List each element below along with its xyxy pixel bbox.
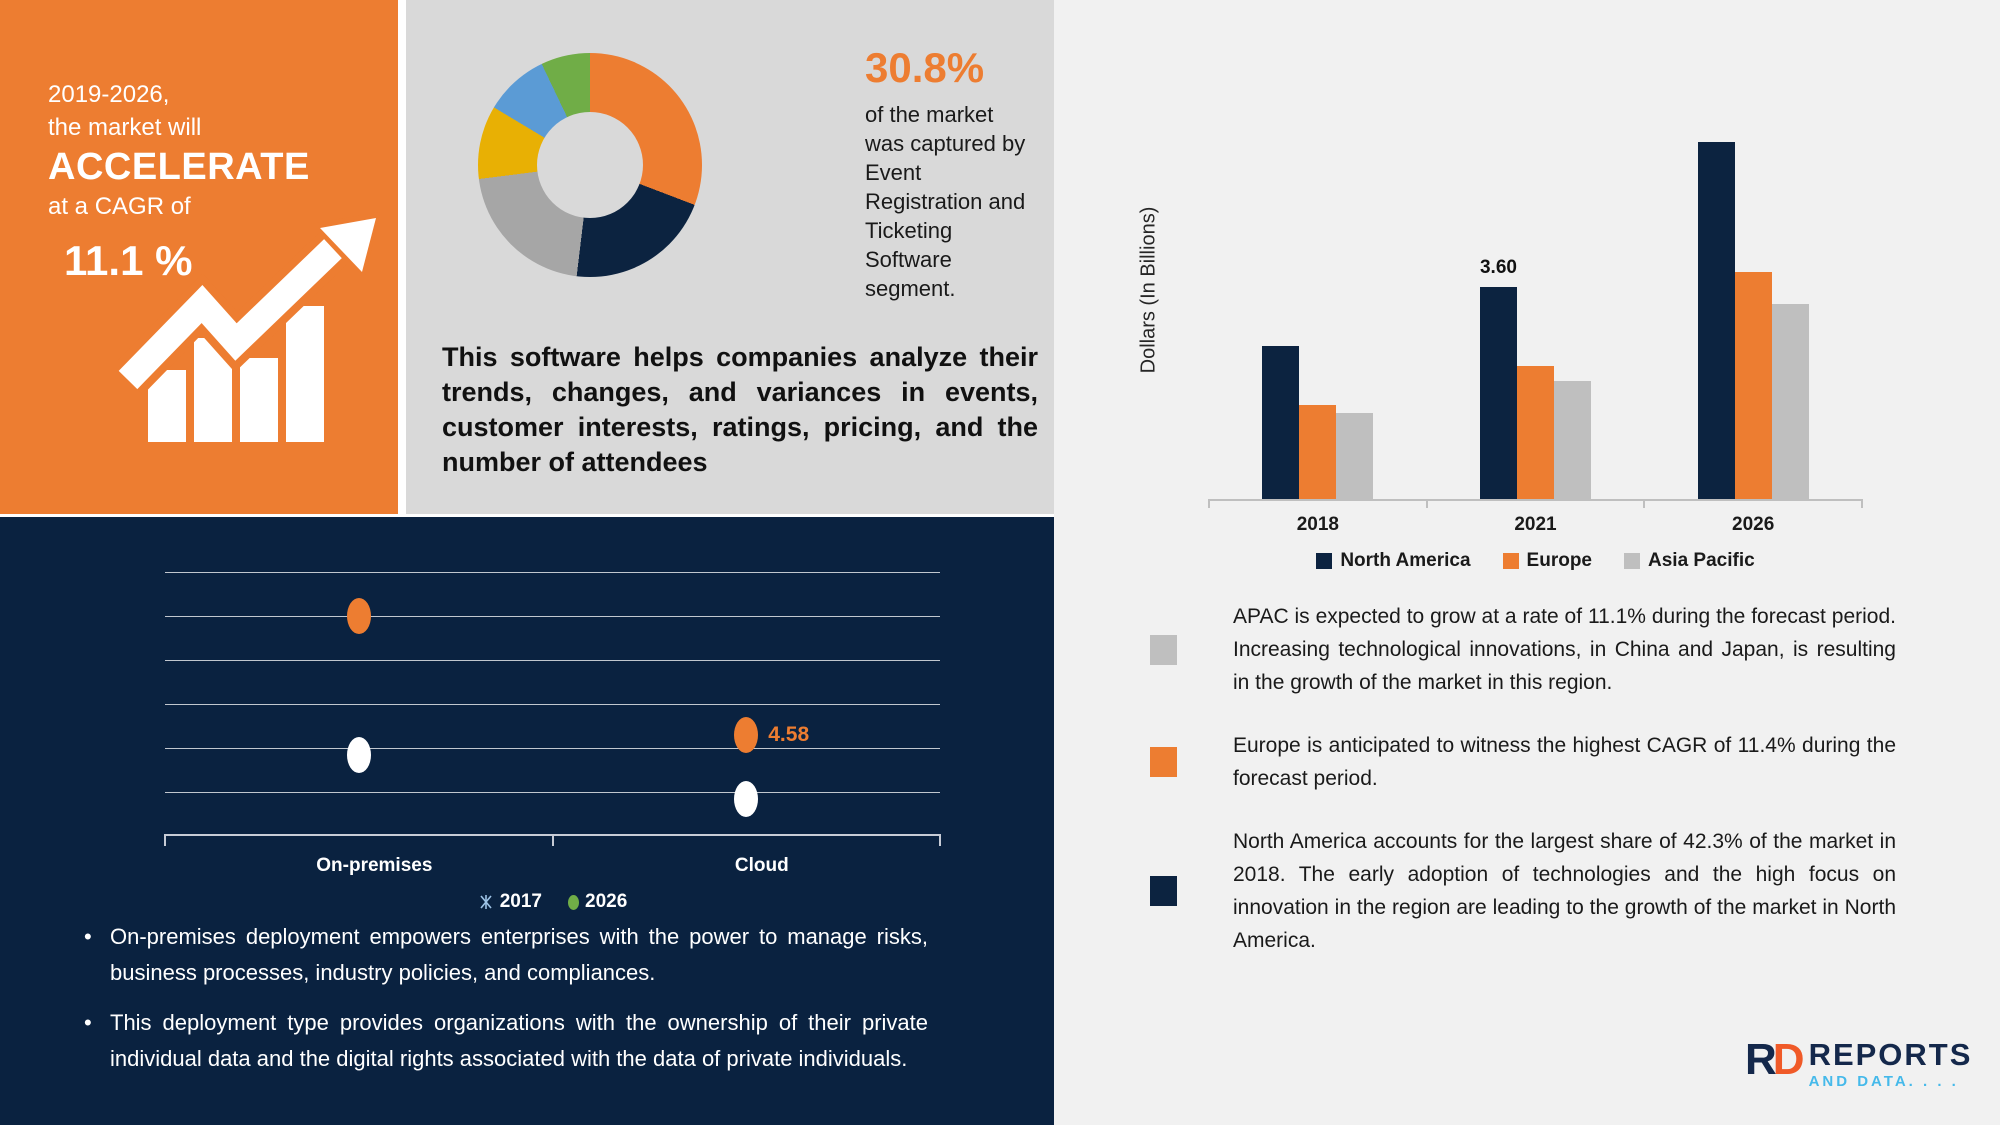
- bar-legend-item-Europe: Europe: [1502, 550, 1592, 572]
- donut-hole: [537, 112, 643, 218]
- bar-group-2026: [1697, 110, 1809, 499]
- cagr-value: 11.1 %: [64, 237, 193, 284]
- dot-On-premises-2017: [346, 736, 371, 773]
- dot-plot-category-labels: On-premises Cloud: [165, 855, 940, 877]
- dot-plot-gridline: [165, 616, 940, 617]
- dot-legend-label: 2017: [499, 891, 542, 912]
- bar-2018-Asia Pacific: [1336, 413, 1374, 499]
- bar-2026-North America: [1697, 142, 1735, 499]
- software-statement: This software helps companies analyze th…: [442, 342, 1038, 477]
- legend-swatch: [1316, 553, 1333, 569]
- insight-text: North America accounts for the largest s…: [1233, 830, 1896, 952]
- bar-legend-item-North America: North America: [1316, 550, 1471, 572]
- reports-and-data-logo: RD REPORTS AND DATA. . . .: [1745, 1037, 1973, 1091]
- deployment-box: 4.58 On-premises Cloud 2017 2026 On-premis…: [0, 517, 1054, 1125]
- deployment-bullets: On-premises deployment empowers enterpri…: [84, 919, 928, 1091]
- bar-legend-item-Asia Pacific: Asia Pacific: [1624, 550, 1755, 572]
- dot-plot-gridline: [165, 748, 940, 749]
- insight-color-square: [1150, 634, 1177, 665]
- deployment-bullet-1: On-premises deployment empowers enterpri…: [84, 919, 928, 991]
- dot-Cloud-2026: 4.58: [734, 717, 809, 754]
- cagr-promo-text: 2019-2026, the market will ACCELERATE at…: [48, 78, 310, 285]
- bar-2021-Asia Pacific: [1553, 381, 1591, 499]
- bar-axis-tick: [1643, 499, 1646, 508]
- promo-cagr-label: at a CAGR of: [48, 193, 191, 220]
- insight-row-2: Europe is anticipated to witness the hig…: [1150, 729, 1902, 795]
- dot-value-label: 4.58: [768, 723, 810, 747]
- dot-legend-item-2017: 2017: [478, 891, 542, 913]
- legend-swatch: [1624, 553, 1640, 569]
- regional-panel: Dollars (In Billions) 3.60 2018 2021 2026 …: [1054, 0, 2000, 1125]
- logo-mark-d: D: [1772, 1035, 1805, 1084]
- deployment-bullet-2: This deployment type provides organizati…: [84, 1005, 928, 1077]
- logo-text: REPORTS AND DATA. . . .: [1808, 1037, 1973, 1090]
- logo-title: REPORTS: [1808, 1037, 1973, 1072]
- bar-value-label: 3.60: [1479, 257, 1517, 278]
- logo-mark-icon: RD: [1745, 1038, 1805, 1082]
- logo-subtitle: AND DATA. . . .: [1808, 1073, 1959, 1090]
- insight-text: Europe is anticipated to witness the hig…: [1233, 734, 1896, 790]
- bar-axis-tick: [1861, 499, 1863, 508]
- bar-group-2018: [1262, 110, 1374, 499]
- dot-plot-axis-tick: [551, 834, 554, 846]
- legend-label: Europe: [1526, 550, 1592, 571]
- bar-2018-North America: [1262, 346, 1300, 499]
- dot-plot-category-Cloud: Cloud: [734, 855, 789, 876]
- dot-plot-legend: 2017 2026: [165, 891, 940, 913]
- legend-label: North America: [1340, 550, 1471, 571]
- bar-chart-ylabel: Dollars (In Billions): [1137, 206, 1160, 374]
- dot-plot-axis-tick: [939, 834, 941, 846]
- bar-2026-Europe: [1734, 272, 1772, 499]
- segment-share-box: 30.8% of the market was captured by Even…: [406, 0, 1054, 514]
- segment-percent: 30.8%: [865, 44, 985, 91]
- promo-line: the market will: [48, 114, 202, 141]
- bar-xlabel-2018: 2018: [1296, 514, 1339, 535]
- dot-legend-item-2026: 2026: [568, 891, 627, 913]
- bar-axis-tick: [1208, 499, 1210, 508]
- bar-2021-Europe: [1516, 366, 1554, 499]
- dot-On-premises-2026: [346, 598, 371, 634]
- insight-text: APAC is expected to grow at a rate of 11…: [1233, 605, 1896, 694]
- dot-plot-gridline: [165, 792, 940, 793]
- regional-bar-chart: 3.60: [1208, 110, 1863, 508]
- growth-arrow-icon: [118, 212, 380, 442]
- ellipse-marker-icon: [568, 894, 579, 910]
- insight-color-square: [1150, 747, 1177, 777]
- donut-chart: [478, 53, 702, 277]
- bar-xlabel-2021: 2021: [1514, 514, 1557, 535]
- legend-swatch: [1502, 553, 1519, 569]
- bar-axis-tick: [1425, 499, 1428, 508]
- cagr-promo-box: 2019-2026, the market will ACCELERATE at…: [0, 0, 398, 514]
- bar-chart-legend: North America Europe Asia Pacific: [1209, 550, 1862, 572]
- segment-percent-text: of the market was captured by Event Regi…: [865, 102, 1026, 301]
- dot-plot-category-On-premises: On-premises: [316, 855, 433, 876]
- insight-row-1: APAC is expected to grow at a rate of 11…: [1150, 600, 1902, 699]
- promo-years: 2019-2026,: [48, 81, 170, 108]
- insight-color-square: [1150, 876, 1177, 906]
- bar-xlabel-2026: 2026: [1732, 514, 1775, 535]
- bar-chart-xlabels: 2018 2021 2026: [1209, 514, 1862, 536]
- dot-plot-gridline: [165, 660, 940, 661]
- dot-plot-gridline: [165, 704, 940, 705]
- deployment-dot-plot: 4.58: [164, 572, 941, 846]
- logo-mark-r: R: [1745, 1035, 1777, 1084]
- dot-plot-gridline: [165, 572, 940, 573]
- regional-insights: APAC is expected to grow at a rate of 11…: [1150, 600, 1902, 987]
- bar-group-2021: 3.60: [1479, 110, 1591, 499]
- bar-2018-Europe: [1299, 405, 1337, 499]
- segment-note: 30.8% of the market was captured by Even…: [865, 44, 1033, 303]
- bar-2026-Asia Pacific: [1771, 304, 1809, 499]
- dot-legend-label: 2026: [585, 891, 628, 912]
- legend-label: Asia Pacific: [1648, 550, 1755, 571]
- promo-accelerate: ACCELERATE: [48, 146, 310, 188]
- dot-Cloud-2017: [734, 780, 759, 817]
- insight-row-3: North America accounts for the largest s…: [1150, 825, 1902, 957]
- x-marker-icon: [480, 895, 492, 909]
- bar-2021-North America: 3.60: [1479, 257, 1517, 499]
- dot-plot-axis-tick: [164, 834, 166, 846]
